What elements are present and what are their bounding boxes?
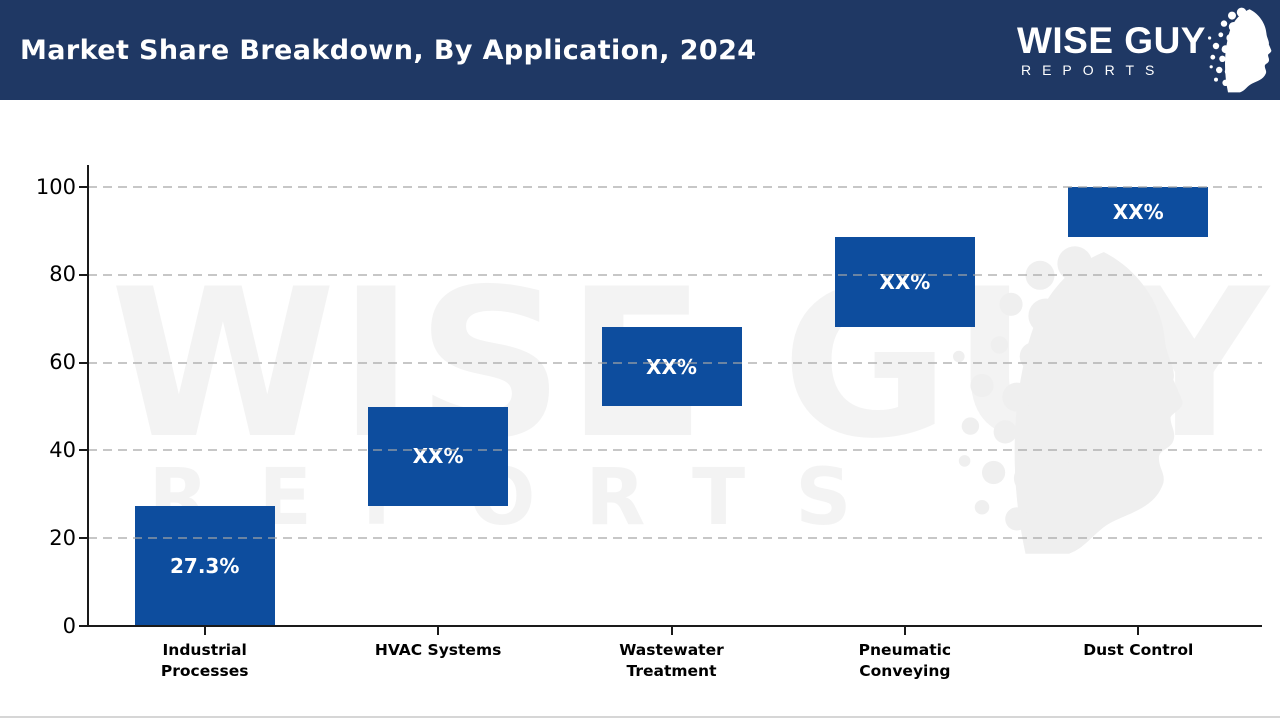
- gridline-60: [88, 361, 1262, 364]
- bar-1: 27.3%: [134, 506, 275, 626]
- x-category-label: Dust Control: [1083, 641, 1194, 659]
- x-tick-mark: [203, 627, 206, 635]
- wiseguy-face-icon: [1208, 7, 1272, 93]
- bar-4: XX%: [834, 237, 975, 327]
- x-tick-mark: [1137, 627, 1140, 635]
- page-title: Market Share Breakdown, By Application, …: [20, 34, 757, 66]
- y-tick-label: 60: [49, 350, 76, 375]
- bar-value-label: XX%: [412, 444, 464, 469]
- gridline-20: [88, 537, 1262, 540]
- x-axis-line: [86, 625, 1262, 627]
- logo-wordmark: WISE GUY: [1016, 20, 1206, 61]
- y-tick-label: 0: [62, 613, 76, 638]
- y-tick-mark: [79, 273, 88, 276]
- y-tick-label: 100: [35, 174, 76, 199]
- x-category-label: Pneumatic Conveying: [858, 641, 952, 680]
- bar-value-label: XX%: [1112, 200, 1164, 225]
- gridline-80: [88, 273, 1262, 276]
- bar-2: XX%: [368, 406, 509, 507]
- gridline-100: [88, 186, 1262, 188]
- logo-subtitle: REPORTS: [1020, 62, 1166, 78]
- bottom-divider: [0, 716, 1280, 718]
- bar-3: XX%: [601, 326, 742, 407]
- wiseguy-logo: WISE GUY REPORTS: [1017, 6, 1280, 94]
- y-tick-label: 80: [49, 262, 76, 287]
- x-category-label: HVAC Systems: [374, 641, 502, 659]
- y-tick-mark: [79, 625, 88, 627]
- y-tick-label: 20: [49, 525, 76, 550]
- bar-5: XX%: [1068, 187, 1209, 238]
- y-tick-mark: [79, 449, 88, 452]
- header: Market Share Breakdown, By Application, …: [0, 0, 1280, 100]
- x-tick-mark: [670, 627, 673, 635]
- y-tick-mark: [79, 186, 88, 188]
- y-tick-mark: [79, 361, 88, 364]
- y-tick-mark: [79, 537, 88, 540]
- x-tick-mark: [437, 627, 440, 635]
- gridline-40: [88, 449, 1262, 452]
- y-axis-line: [87, 165, 89, 627]
- x-tick-mark: [903, 627, 906, 635]
- y-tick-label: 40: [49, 437, 76, 462]
- bar-value-label: 27.3%: [169, 554, 240, 579]
- x-category-label: Industrial Processes: [160, 641, 249, 680]
- bar-value-label: XX%: [646, 354, 697, 379]
- x-category-label: Wastewater Treatment: [619, 641, 724, 680]
- wiseguy-logo-text: WISE GUY REPORTS: [1017, 22, 1206, 78]
